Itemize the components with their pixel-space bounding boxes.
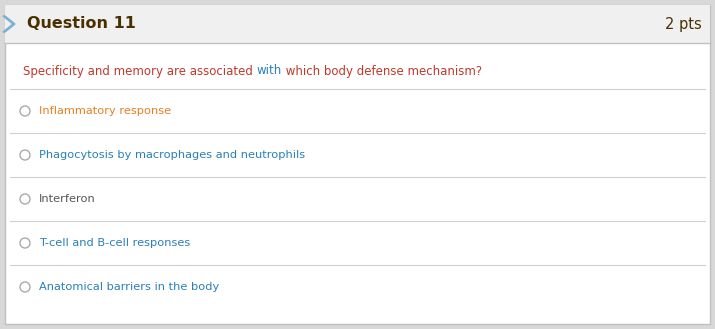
Text: T-cell and B-cell responses: T-cell and B-cell responses: [39, 238, 190, 248]
Circle shape: [20, 150, 30, 160]
Text: with: with: [257, 64, 282, 78]
Text: Specificity and memory are associated: Specificity and memory are associated: [23, 64, 257, 78]
Text: which body defense mechanism?: which body defense mechanism?: [282, 64, 482, 78]
FancyBboxPatch shape: [5, 5, 710, 43]
Polygon shape: [3, 16, 15, 32]
Circle shape: [20, 194, 30, 204]
Circle shape: [20, 238, 30, 248]
Text: Inflammatory response: Inflammatory response: [39, 106, 171, 116]
Text: Phagocytosis by macrophages and neutrophils: Phagocytosis by macrophages and neutroph…: [39, 150, 305, 160]
Text: Anatomical barriers in the body: Anatomical barriers in the body: [39, 282, 220, 292]
Circle shape: [20, 106, 30, 116]
FancyBboxPatch shape: [5, 5, 710, 324]
Text: 2 pts: 2 pts: [665, 16, 702, 32]
Text: Interferon: Interferon: [39, 194, 96, 204]
Circle shape: [20, 282, 30, 292]
Text: Question 11: Question 11: [27, 16, 136, 32]
